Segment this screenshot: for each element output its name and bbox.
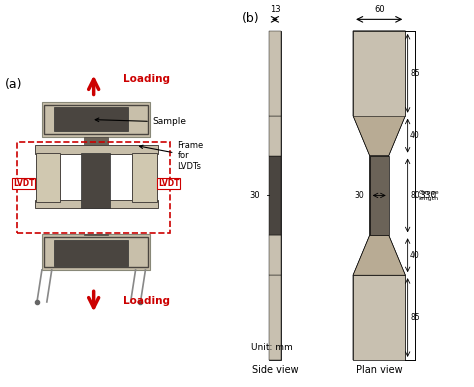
Polygon shape <box>353 31 405 360</box>
Text: Frame
for
LVDTs: Frame for LVDTs <box>139 141 204 171</box>
Text: Sample: Sample <box>95 118 187 127</box>
Text: Loading: Loading <box>123 74 170 84</box>
Text: (a): (a) <box>5 78 22 91</box>
Bar <box>269 156 281 235</box>
Polygon shape <box>353 235 405 275</box>
Text: 80: 80 <box>410 191 419 200</box>
Bar <box>54 240 128 266</box>
Polygon shape <box>353 31 405 116</box>
Bar <box>132 153 156 202</box>
Text: 30: 30 <box>354 191 364 200</box>
Bar <box>269 275 281 360</box>
Polygon shape <box>353 275 405 360</box>
Bar <box>17 142 170 233</box>
Text: 13: 13 <box>270 5 280 14</box>
Text: 85: 85 <box>410 313 419 322</box>
Text: 85: 85 <box>410 69 419 78</box>
Text: LVDT: LVDT <box>13 179 35 188</box>
Bar <box>45 105 148 134</box>
Text: LVDT: LVDT <box>158 179 180 188</box>
Text: Loading: Loading <box>123 296 170 306</box>
Text: Side view: Side view <box>252 365 298 375</box>
Text: 30: 30 <box>249 191 259 200</box>
Text: Gauge
length: Gauge length <box>418 190 439 201</box>
Bar <box>42 234 150 270</box>
Bar <box>269 31 281 116</box>
Text: 40: 40 <box>410 251 420 260</box>
Text: 60: 60 <box>374 5 384 14</box>
Bar <box>54 107 128 131</box>
Text: (b): (b) <box>242 12 259 25</box>
Bar <box>82 153 109 208</box>
Bar <box>35 146 158 154</box>
Bar <box>35 200 158 208</box>
Bar <box>42 102 150 137</box>
Text: Unit: mm: Unit: mm <box>251 343 293 352</box>
Text: Plan view: Plan view <box>356 365 402 375</box>
Bar <box>36 153 60 202</box>
Polygon shape <box>370 156 389 235</box>
Bar <box>269 116 281 156</box>
Bar <box>84 234 109 235</box>
Bar <box>84 137 109 147</box>
Bar <box>269 31 281 360</box>
Bar <box>45 236 148 267</box>
Text: 40: 40 <box>410 131 420 140</box>
Text: 330: 330 <box>419 191 437 200</box>
Bar <box>269 235 281 275</box>
Polygon shape <box>353 116 405 156</box>
